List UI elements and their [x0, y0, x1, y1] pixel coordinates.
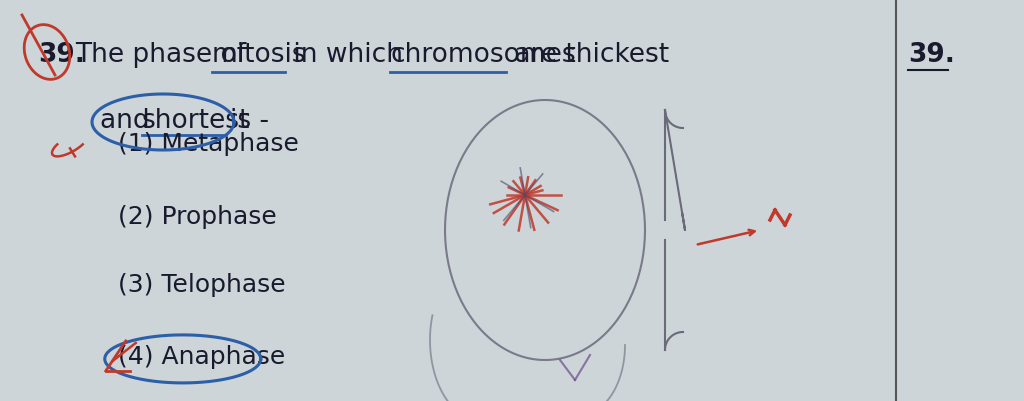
Text: is -: is -: [230, 108, 269, 134]
Text: 39.: 39.: [908, 42, 954, 68]
Text: 39.: 39.: [38, 42, 85, 68]
Text: are thickest: are thickest: [506, 42, 669, 68]
Text: and: and: [100, 108, 158, 134]
Text: (1) Metaphase: (1) Metaphase: [118, 132, 299, 156]
Text: chromosomes: chromosomes: [390, 42, 575, 68]
Text: shortest: shortest: [142, 108, 251, 134]
Text: mitosis: mitosis: [212, 42, 306, 68]
Text: in which: in which: [285, 42, 412, 68]
Text: (2) Prophase: (2) Prophase: [118, 205, 276, 229]
Text: The phase of: The phase of: [75, 42, 255, 68]
Text: (3) Telophase: (3) Telophase: [118, 273, 286, 297]
Text: (4) Anaphase: (4) Anaphase: [118, 345, 285, 369]
